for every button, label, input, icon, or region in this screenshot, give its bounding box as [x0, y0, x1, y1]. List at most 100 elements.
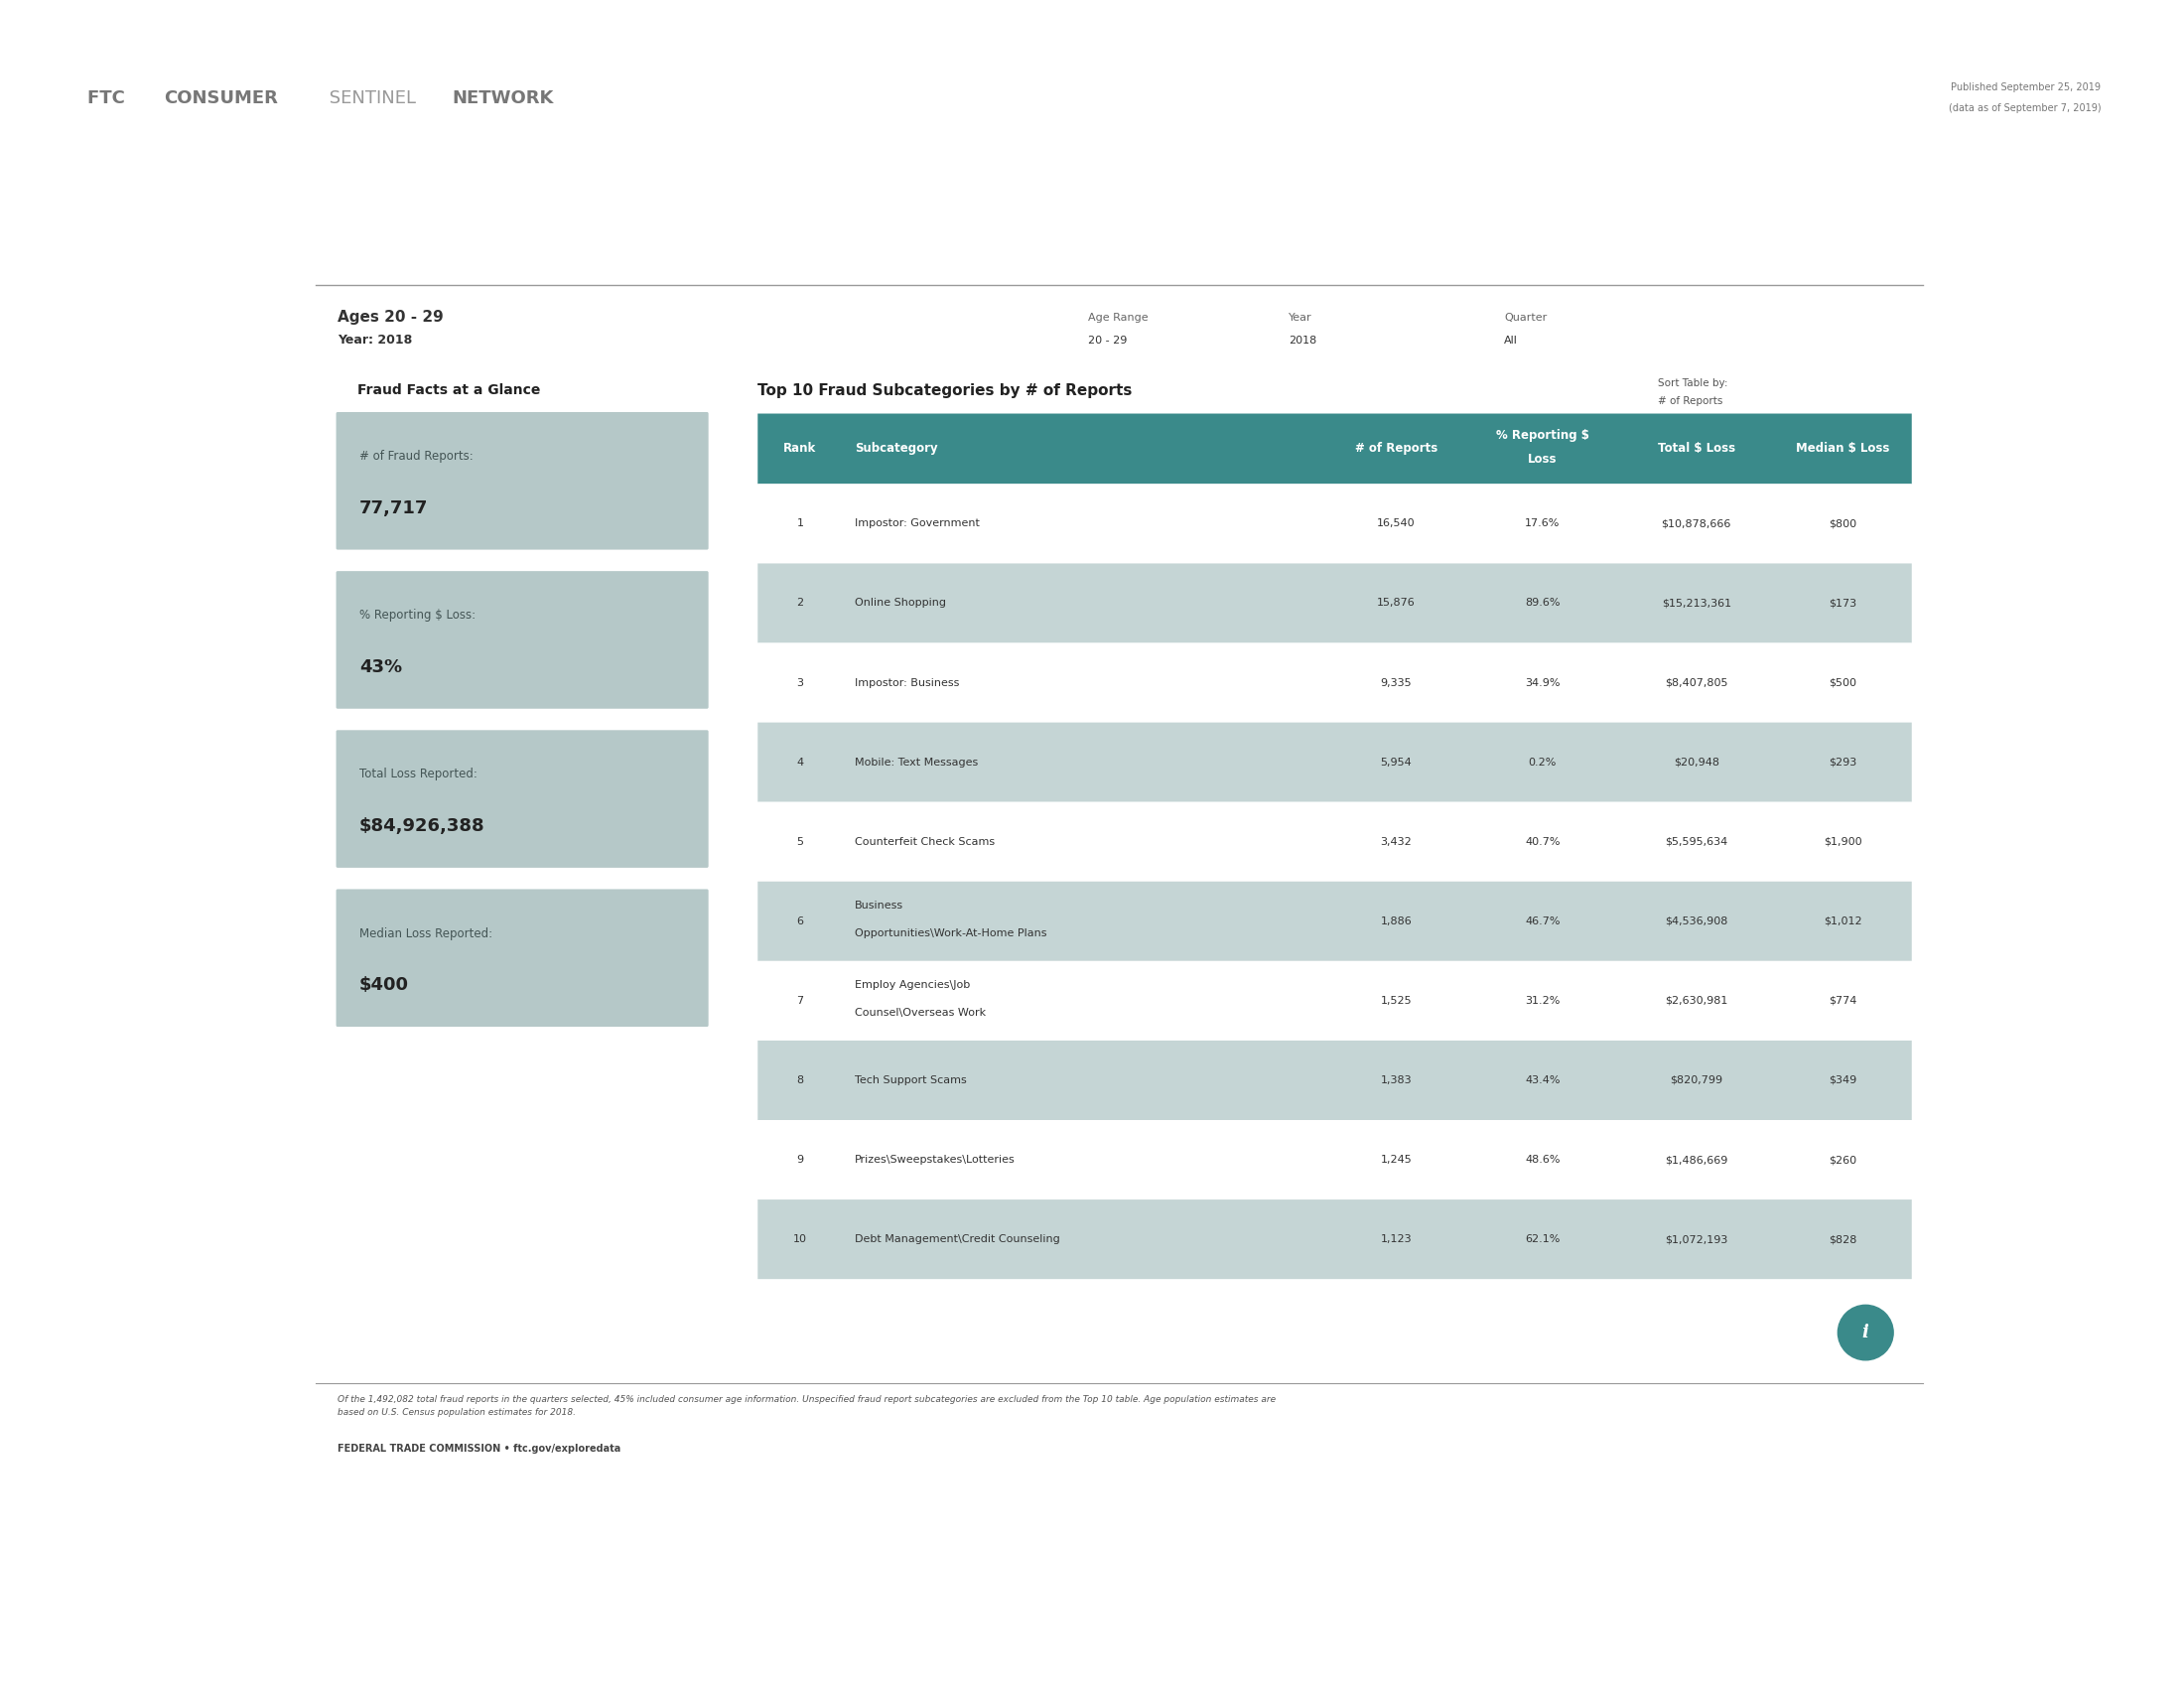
Text: Median Loss Reported:: Median Loss Reported:	[358, 927, 491, 940]
Text: 77,717: 77,717	[358, 500, 428, 517]
Text: 4: 4	[797, 758, 804, 766]
Text: 1,383: 1,383	[1380, 1075, 1413, 1085]
Text: $1,012: $1,012	[1824, 917, 1861, 927]
FancyBboxPatch shape	[336, 890, 708, 1026]
Text: 3: 3	[797, 679, 804, 687]
Text: $774: $774	[1828, 996, 1856, 1006]
FancyBboxPatch shape	[336, 571, 708, 709]
Text: 43%: 43%	[358, 658, 402, 677]
Text: # of Reports: # of Reports	[1658, 397, 1723, 407]
FancyBboxPatch shape	[758, 1121, 1911, 1200]
Text: $1,486,669: $1,486,669	[1664, 1155, 1728, 1165]
Text: Ages 20 - 29: Ages 20 - 29	[339, 311, 443, 324]
Text: 17.6%: 17.6%	[1524, 518, 1559, 528]
Text: Year: 2018: Year: 2018	[339, 334, 413, 346]
Text: Debt Management\Credit Counseling: Debt Management\Credit Counseling	[854, 1234, 1059, 1244]
Text: NETWORK: NETWORK	[452, 89, 555, 106]
Text: $84,926,388: $84,926,388	[358, 817, 485, 836]
Text: $800: $800	[1828, 518, 1856, 528]
Text: Online Shopping: Online Shopping	[854, 598, 946, 608]
Text: $1,072,193: $1,072,193	[1664, 1234, 1728, 1244]
Text: # of Fraud Reports:: # of Fraud Reports:	[358, 451, 474, 463]
Text: Subcategory: Subcategory	[854, 442, 937, 456]
Text: 89.6%: 89.6%	[1524, 598, 1559, 608]
Text: 5,954: 5,954	[1380, 758, 1413, 766]
Text: 1,245: 1,245	[1380, 1155, 1413, 1165]
Text: 2018: 2018	[1289, 336, 1317, 344]
Text: Age Range: Age Range	[1088, 312, 1149, 322]
Text: 1,525: 1,525	[1380, 996, 1413, 1006]
Text: 16,540: 16,540	[1378, 518, 1415, 528]
Text: $349: $349	[1828, 1075, 1856, 1085]
Text: 0.2%: 0.2%	[1529, 758, 1557, 766]
Text: 10: 10	[793, 1234, 806, 1244]
Text: 48.6%: 48.6%	[1524, 1155, 1559, 1165]
Text: 31.2%: 31.2%	[1524, 996, 1559, 1006]
Text: Published September 25, 2019: Published September 25, 2019	[1950, 83, 2101, 93]
FancyBboxPatch shape	[758, 960, 1911, 1040]
Text: $260: $260	[1828, 1155, 1856, 1165]
Text: $500: $500	[1828, 679, 1856, 687]
Text: Quarter: Quarter	[1505, 312, 1546, 322]
Text: 6: 6	[797, 917, 804, 927]
Text: % Reporting $ Loss:: % Reporting $ Loss:	[358, 609, 476, 621]
Text: Rank: Rank	[784, 442, 817, 456]
FancyBboxPatch shape	[758, 1040, 1911, 1121]
Text: Top 10 Fraud Subcategories by # of Reports: Top 10 Fraud Subcategories by # of Repor…	[758, 383, 1131, 398]
Text: # of Reports: # of Reports	[1354, 442, 1437, 456]
Text: $20,948: $20,948	[1673, 758, 1719, 766]
FancyBboxPatch shape	[758, 643, 1911, 722]
Text: Impostor: Government: Impostor: Government	[854, 518, 981, 528]
Text: Of the 1,492,082 total fraud reports in the quarters selected, 45% included cons: Of the 1,492,082 total fraud reports in …	[339, 1394, 1275, 1416]
Text: Opportunities\Work-At-Home Plans: Opportunities\Work-At-Home Plans	[854, 928, 1046, 939]
Text: 34.9%: 34.9%	[1524, 679, 1559, 687]
Text: Impostor: Business: Impostor: Business	[854, 679, 959, 687]
Text: 8: 8	[797, 1075, 804, 1085]
Text: $4,536,908: $4,536,908	[1664, 917, 1728, 927]
Text: Counsel\Overseas Work: Counsel\Overseas Work	[854, 1008, 985, 1018]
Text: $828: $828	[1828, 1234, 1856, 1244]
Text: % Reporting $: % Reporting $	[1496, 429, 1590, 442]
Text: Total Loss Reported:: Total Loss Reported:	[358, 768, 476, 782]
Text: $8,407,805: $8,407,805	[1664, 679, 1728, 687]
Text: 1: 1	[797, 518, 804, 528]
Text: $2,630,981: $2,630,981	[1664, 996, 1728, 1006]
FancyBboxPatch shape	[758, 722, 1911, 802]
Text: 62.1%: 62.1%	[1524, 1234, 1559, 1244]
Text: Tech Support Scams: Tech Support Scams	[854, 1075, 968, 1085]
Text: $400: $400	[358, 977, 408, 994]
Text: FTC: FTC	[87, 89, 131, 106]
Text: $293: $293	[1828, 758, 1856, 766]
FancyBboxPatch shape	[758, 564, 1911, 643]
Text: Business: Business	[854, 901, 904, 912]
Text: CONSUMER: CONSUMER	[164, 89, 277, 106]
Text: Total $ Loss: Total $ Loss	[1658, 442, 1734, 456]
Text: 1,886: 1,886	[1380, 917, 1413, 927]
FancyBboxPatch shape	[758, 1200, 1911, 1280]
Text: $1,900: $1,900	[1824, 837, 1861, 847]
Text: 20 - 29: 20 - 29	[1088, 336, 1127, 344]
Text: $820,799: $820,799	[1671, 1075, 1723, 1085]
Text: Prizes\Sweepstakes\Lotteries: Prizes\Sweepstakes\Lotteries	[854, 1155, 1016, 1165]
Text: Fraud Facts at a Glance: Fraud Facts at a Glance	[358, 383, 542, 398]
Text: 5: 5	[797, 837, 804, 847]
FancyBboxPatch shape	[758, 484, 1911, 564]
Text: $10,878,666: $10,878,666	[1662, 518, 1732, 528]
Text: $5,595,634: $5,595,634	[1664, 837, 1728, 847]
Text: FEDERAL TRADE COMMISSION • ftc.gov/exploredata: FEDERAL TRADE COMMISSION • ftc.gov/explo…	[339, 1443, 620, 1453]
FancyBboxPatch shape	[758, 414, 1911, 484]
Text: $173: $173	[1828, 598, 1856, 608]
Text: Loss: Loss	[1529, 452, 1557, 466]
Text: i: i	[1863, 1323, 1870, 1342]
Text: Employ Agencies\Job: Employ Agencies\Job	[854, 981, 970, 991]
Text: All: All	[1505, 336, 1518, 344]
Text: 1,123: 1,123	[1380, 1234, 1413, 1244]
Text: 43.4%: 43.4%	[1524, 1075, 1559, 1085]
Text: $15,213,361: $15,213,361	[1662, 598, 1732, 608]
Text: 9,335: 9,335	[1380, 679, 1413, 687]
Text: 40.7%: 40.7%	[1524, 837, 1559, 847]
FancyBboxPatch shape	[336, 412, 708, 550]
Text: SENTINEL: SENTINEL	[323, 89, 422, 106]
FancyBboxPatch shape	[758, 881, 1911, 960]
Text: Counterfeit Check Scams: Counterfeit Check Scams	[854, 837, 994, 847]
